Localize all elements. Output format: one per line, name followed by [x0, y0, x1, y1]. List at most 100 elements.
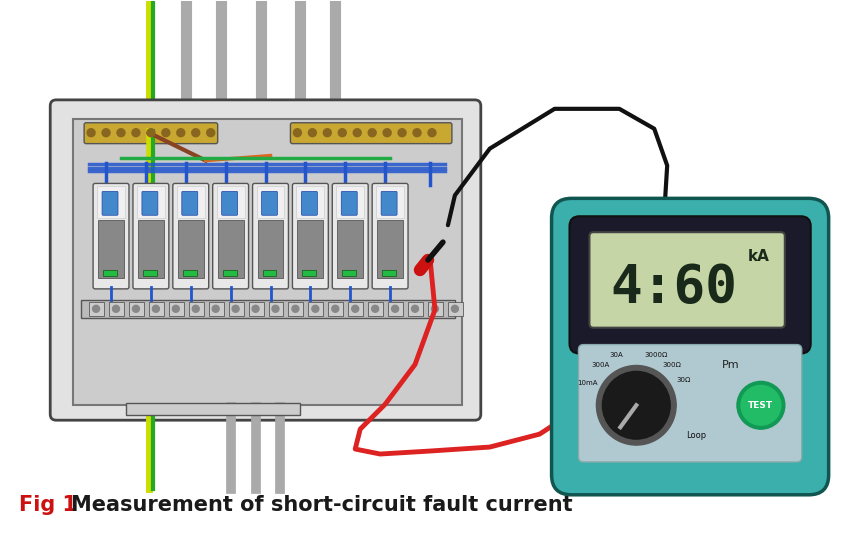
Bar: [182, 270, 197, 276]
Bar: [129, 302, 143, 316]
Bar: [296, 187, 324, 218]
Text: 30Ω: 30Ω: [676, 377, 690, 383]
Circle shape: [311, 305, 318, 312]
Circle shape: [596, 366, 675, 445]
Circle shape: [212, 305, 219, 312]
FancyBboxPatch shape: [221, 191, 237, 215]
FancyBboxPatch shape: [93, 183, 129, 289]
Circle shape: [132, 129, 140, 136]
Circle shape: [391, 305, 398, 312]
FancyBboxPatch shape: [578, 345, 801, 462]
Text: 300Ω: 300Ω: [662, 362, 681, 368]
Circle shape: [353, 129, 360, 136]
Circle shape: [323, 129, 331, 136]
FancyBboxPatch shape: [181, 191, 197, 215]
Circle shape: [413, 129, 420, 136]
Bar: [169, 302, 183, 316]
Circle shape: [398, 129, 406, 136]
Bar: [257, 220, 283, 278]
Circle shape: [431, 305, 438, 312]
Text: TEST: TEST: [748, 401, 772, 410]
Bar: [188, 302, 203, 316]
Bar: [109, 302, 124, 316]
Circle shape: [451, 305, 457, 312]
FancyBboxPatch shape: [569, 216, 809, 353]
Circle shape: [371, 305, 378, 312]
Bar: [216, 187, 244, 218]
Circle shape: [368, 129, 376, 136]
FancyBboxPatch shape: [341, 191, 357, 215]
Circle shape: [602, 372, 669, 439]
Circle shape: [192, 305, 199, 312]
Bar: [137, 187, 165, 218]
Bar: [328, 302, 343, 316]
Bar: [336, 187, 364, 218]
Circle shape: [332, 305, 338, 312]
Circle shape: [192, 129, 199, 136]
Bar: [297, 220, 323, 278]
Circle shape: [147, 129, 154, 136]
Text: Fig 1: Fig 1: [19, 495, 78, 515]
Bar: [368, 302, 382, 316]
Bar: [342, 270, 356, 276]
Circle shape: [740, 385, 780, 425]
Bar: [376, 220, 403, 278]
FancyBboxPatch shape: [589, 232, 784, 328]
Bar: [387, 302, 403, 316]
Bar: [73, 119, 462, 405]
FancyBboxPatch shape: [102, 191, 118, 215]
Circle shape: [382, 129, 391, 136]
Circle shape: [427, 129, 436, 136]
Circle shape: [272, 305, 279, 312]
Circle shape: [351, 305, 359, 312]
Circle shape: [176, 129, 185, 136]
Circle shape: [293, 129, 301, 136]
Text: Loop: Loop: [685, 431, 706, 440]
Bar: [223, 270, 236, 276]
Text: 4:60: 4:60: [610, 262, 737, 314]
Bar: [248, 302, 263, 316]
Bar: [376, 187, 403, 218]
Bar: [348, 302, 363, 316]
Circle shape: [116, 129, 125, 136]
FancyBboxPatch shape: [213, 183, 248, 289]
Bar: [81, 300, 454, 318]
Circle shape: [102, 129, 110, 136]
Bar: [427, 302, 442, 316]
FancyBboxPatch shape: [142, 191, 158, 215]
Text: kA: kA: [747, 248, 769, 263]
Text: Pm: Pm: [722, 360, 738, 370]
FancyBboxPatch shape: [292, 183, 328, 289]
FancyBboxPatch shape: [133, 183, 169, 289]
FancyBboxPatch shape: [371, 183, 408, 289]
Circle shape: [207, 129, 214, 136]
Bar: [98, 220, 124, 278]
Circle shape: [411, 305, 418, 312]
Bar: [218, 220, 243, 278]
Bar: [447, 302, 463, 316]
Bar: [103, 270, 116, 276]
FancyBboxPatch shape: [173, 183, 208, 289]
Bar: [229, 302, 243, 316]
FancyBboxPatch shape: [252, 183, 288, 289]
Text: 3000Ω: 3000Ω: [644, 352, 668, 359]
Bar: [381, 270, 396, 276]
Circle shape: [736, 382, 784, 429]
Circle shape: [308, 129, 316, 136]
Circle shape: [93, 305, 100, 312]
Text: 30A: 30A: [609, 352, 622, 359]
Circle shape: [152, 305, 160, 312]
Bar: [89, 302, 104, 316]
Bar: [149, 302, 164, 316]
Bar: [302, 270, 316, 276]
FancyBboxPatch shape: [262, 191, 277, 215]
FancyBboxPatch shape: [332, 183, 368, 289]
FancyBboxPatch shape: [301, 191, 317, 215]
Circle shape: [87, 129, 95, 136]
Circle shape: [252, 305, 259, 312]
Bar: [177, 220, 203, 278]
FancyBboxPatch shape: [551, 198, 828, 495]
Bar: [176, 187, 204, 218]
Text: 10mA: 10mA: [576, 379, 597, 385]
Bar: [257, 187, 284, 218]
